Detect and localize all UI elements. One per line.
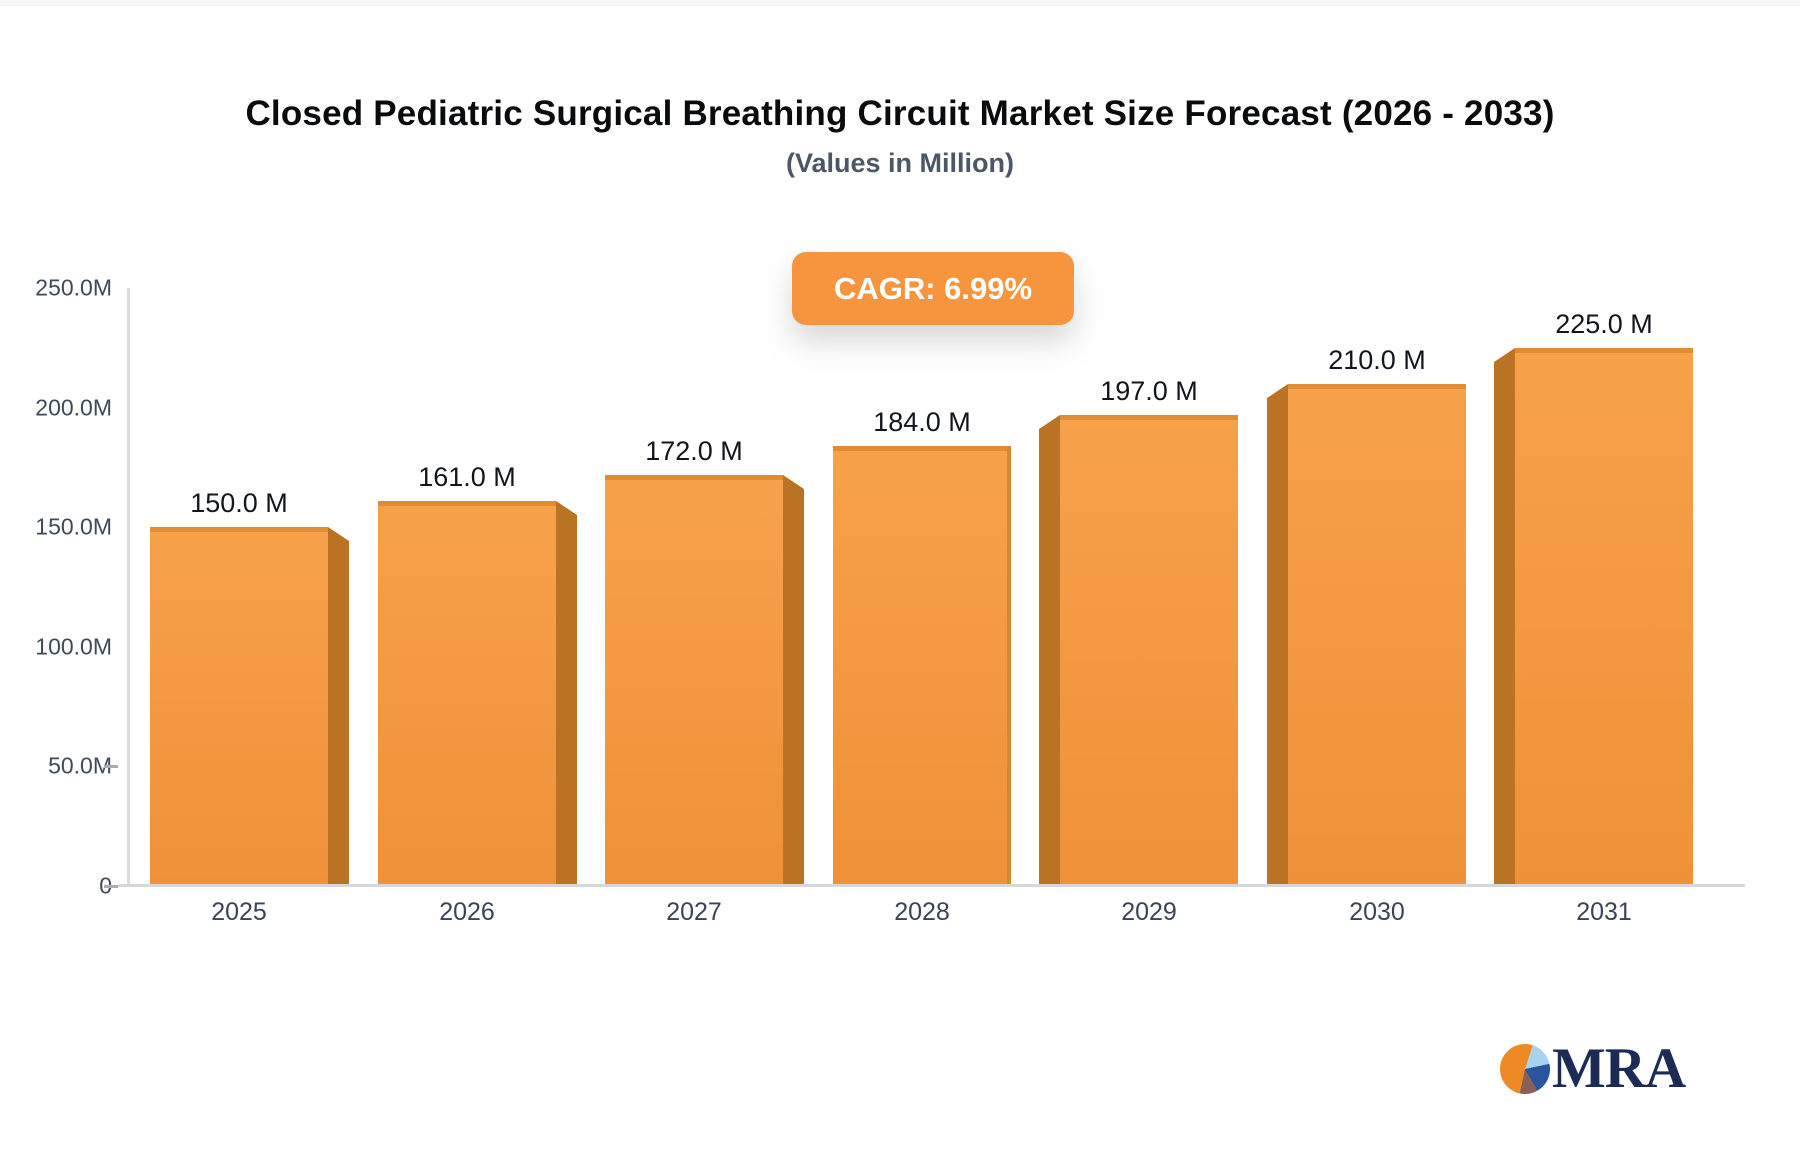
bar-value-label: 225.0 M (1555, 309, 1653, 339)
bar-top-cap (1060, 415, 1238, 420)
x-tick-label: 2025 (211, 898, 267, 926)
mra-logo: MRA (1500, 1037, 1686, 1100)
cagr-badge-label: CAGR: 6.99% (833, 270, 1033, 306)
bar[interactable] (378, 501, 556, 886)
x-axis-line (118, 884, 1745, 887)
bar-value-label: 172.0 M (645, 436, 743, 466)
y-axis-line (127, 288, 130, 886)
logo-text: MRA (1552, 1037, 1686, 1100)
bar-top-cap (1515, 348, 1693, 353)
bar-depth-face (783, 475, 804, 886)
x-tick-label: 2029 (1121, 898, 1177, 926)
page-top-strip (0, 0, 1800, 6)
bar-depth-face (1039, 415, 1060, 886)
bar[interactable] (1288, 384, 1466, 886)
bar-top-cap (378, 501, 556, 506)
x-tick-label: 2027 (666, 898, 722, 926)
bar-value-label: 161.0 M (418, 462, 516, 492)
y-tick-label: 200.0M (35, 394, 112, 421)
bar-right-edge (1007, 446, 1011, 886)
bar-value-label: 150.0 M (190, 488, 288, 518)
bar[interactable] (605, 475, 783, 886)
bar-top-cap (1288, 384, 1466, 389)
bar[interactable] (150, 527, 328, 886)
y-tick-label: 50.0M (48, 752, 112, 779)
bar-depth-face (556, 501, 577, 886)
bar-top-cap (605, 475, 783, 480)
y-tick-label: 100.0M (35, 633, 112, 660)
bar-depth-face (1494, 348, 1515, 886)
bar-top-cap (833, 446, 1011, 451)
bar-depth-face (1267, 384, 1288, 886)
bar-value-label: 210.0 M (1328, 345, 1426, 375)
x-tick-label: 2026 (439, 898, 495, 926)
chart-subtitle: (Values in Million) (785, 148, 1015, 178)
bar-depth-face (328, 527, 349, 886)
x-tick-label: 2031 (1576, 898, 1632, 926)
bar[interactable] (1060, 415, 1238, 886)
y-tick-label: 150.0M (35, 513, 112, 540)
bar-value-label: 197.0 M (1100, 376, 1198, 406)
y-tick-dash (104, 884, 118, 888)
y-tick-label: 250.0M (35, 274, 112, 301)
bar[interactable] (833, 446, 1011, 886)
bar-top-cap (150, 527, 328, 532)
x-tick-label: 2028 (894, 898, 950, 926)
chart-title: Closed Pediatric Surgical Breathing Circ… (245, 94, 1555, 133)
bar-value-label: 184.0 M (873, 407, 971, 437)
y-tick-dash (104, 764, 118, 768)
x-tick-label: 2030 (1349, 898, 1405, 926)
cagr-badge: CAGR: 6.99% (792, 252, 1074, 325)
pie-chart-logo-icon (1500, 1043, 1550, 1094)
bar[interactable] (1515, 348, 1693, 886)
